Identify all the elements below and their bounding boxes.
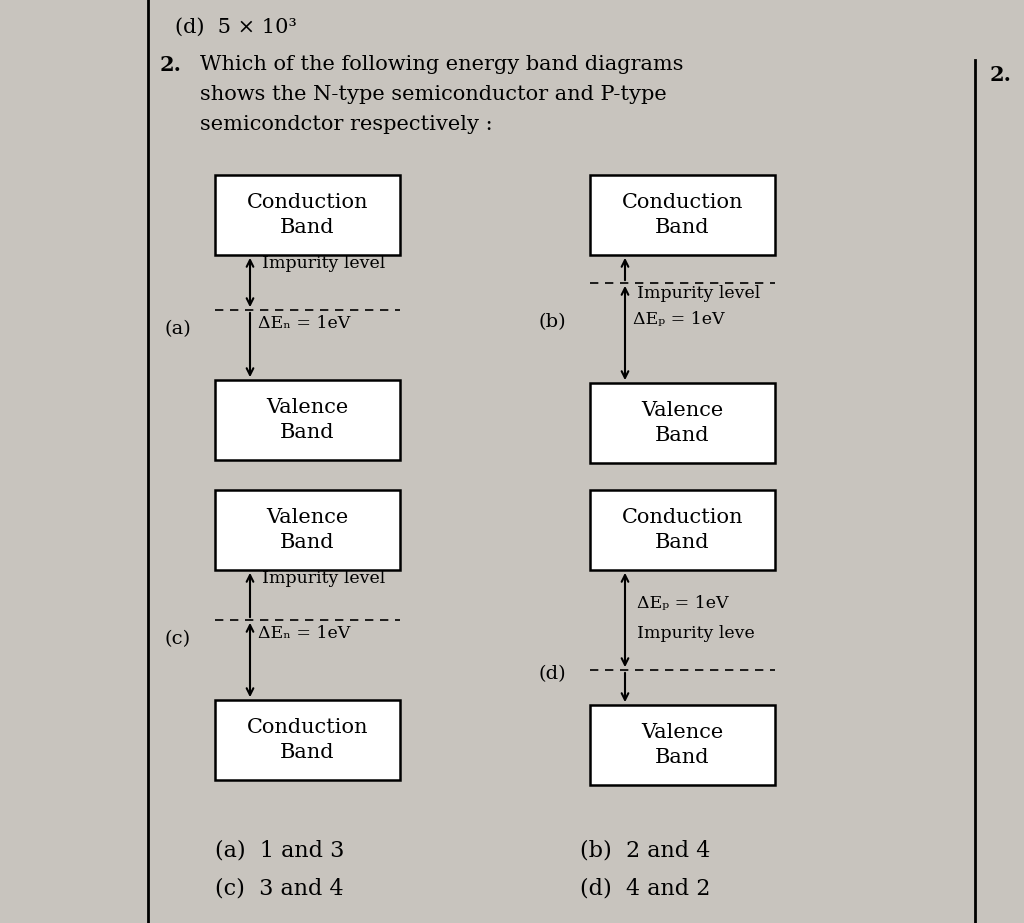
Text: shows the N-type semiconductor and P-type: shows the N-type semiconductor and P-typ… <box>200 85 667 104</box>
Text: Conduction
Band: Conduction Band <box>247 718 369 762</box>
Text: Which of the following energy band diagrams: Which of the following energy band diagr… <box>200 55 683 74</box>
Text: Impurity level: Impurity level <box>637 285 760 302</box>
Text: Impurity leve: Impurity leve <box>637 625 755 642</box>
Text: Valence
Band: Valence Band <box>641 723 724 767</box>
Bar <box>590 490 775 570</box>
Text: (d): (d) <box>538 665 565 683</box>
Text: ΔEₙ = 1eV: ΔEₙ = 1eV <box>258 315 350 332</box>
Text: (b): (b) <box>538 313 565 331</box>
Bar <box>590 175 775 255</box>
Text: (a)  1 and 3: (a) 1 and 3 <box>215 840 344 862</box>
Text: ΔEₚ = 1eV: ΔEₚ = 1eV <box>633 311 725 328</box>
Bar <box>215 700 400 780</box>
Text: (c)  3 and 4: (c) 3 and 4 <box>215 878 344 900</box>
Text: Conduction
Band: Conduction Band <box>247 193 369 237</box>
Text: 2.: 2. <box>160 55 182 75</box>
Text: Conduction
Band: Conduction Band <box>622 193 743 237</box>
Text: (c): (c) <box>165 630 191 648</box>
Bar <box>215 380 400 460</box>
Text: (d)  4 and 2: (d) 4 and 2 <box>580 878 711 900</box>
Text: semicondctor respectively :: semicondctor respectively : <box>200 115 493 134</box>
Bar <box>215 175 400 255</box>
Text: ΔEₚ = 1eV: ΔEₚ = 1eV <box>637 595 728 612</box>
Text: (b)  2 and 4: (b) 2 and 4 <box>580 840 711 862</box>
Bar <box>590 705 775 785</box>
Bar <box>215 490 400 570</box>
Text: 2.: 2. <box>990 65 1012 85</box>
Text: (d)  5 × 10³: (d) 5 × 10³ <box>175 18 297 37</box>
Text: Valence
Band: Valence Band <box>266 508 348 552</box>
Text: ΔEₙ = 1eV: ΔEₙ = 1eV <box>258 625 350 642</box>
Text: Impurity level: Impurity level <box>262 570 385 587</box>
Bar <box>590 383 775 463</box>
Text: Impurity level: Impurity level <box>262 256 385 272</box>
Text: Conduction
Band: Conduction Band <box>622 508 743 552</box>
Text: Valence
Band: Valence Band <box>641 401 724 445</box>
Text: Valence
Band: Valence Band <box>266 398 348 442</box>
Text: (a): (a) <box>165 320 191 338</box>
